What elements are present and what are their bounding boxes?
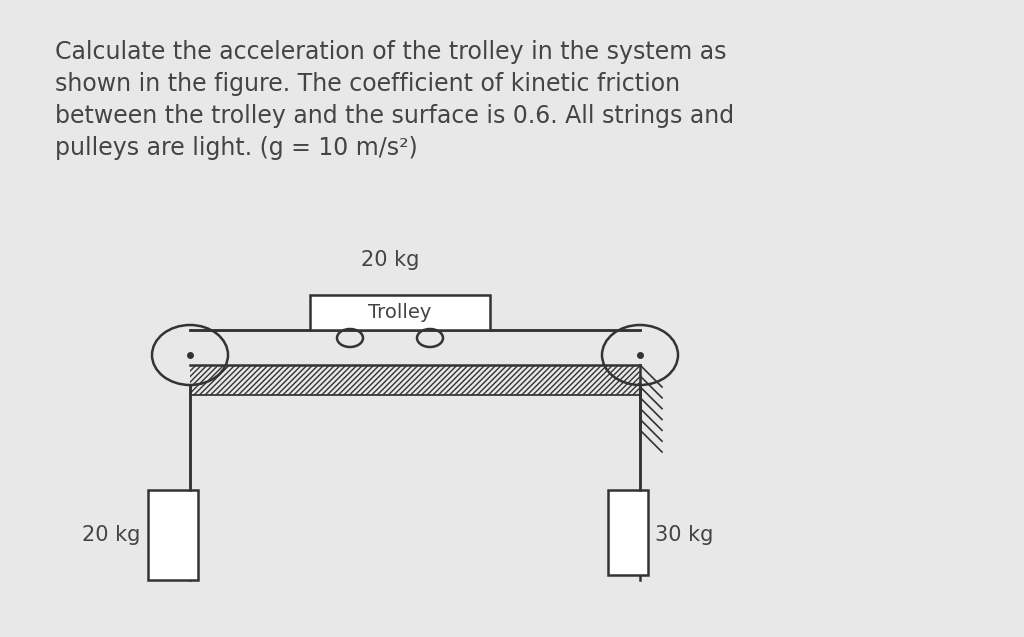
Bar — [608, 490, 648, 575]
Text: 20 kg: 20 kg — [360, 250, 419, 270]
Text: 20 kg: 20 kg — [82, 525, 140, 545]
Text: between the trolley and the surface is 0.6. All strings and: between the trolley and the surface is 0… — [55, 104, 734, 128]
Text: pulleys are light. (g = 10 m/s²): pulleys are light. (g = 10 m/s²) — [55, 136, 418, 160]
Bar — [148, 490, 198, 580]
Text: 30 kg: 30 kg — [655, 525, 714, 545]
Text: shown in the figure. The coefficient of kinetic friction: shown in the figure. The coefficient of … — [55, 72, 680, 96]
Text: Calculate the acceleration of the trolley in the system as: Calculate the acceleration of the trolle… — [55, 40, 726, 64]
Bar — [190, 365, 640, 395]
Bar — [310, 295, 490, 330]
Text: Trolley: Trolley — [369, 303, 432, 322]
